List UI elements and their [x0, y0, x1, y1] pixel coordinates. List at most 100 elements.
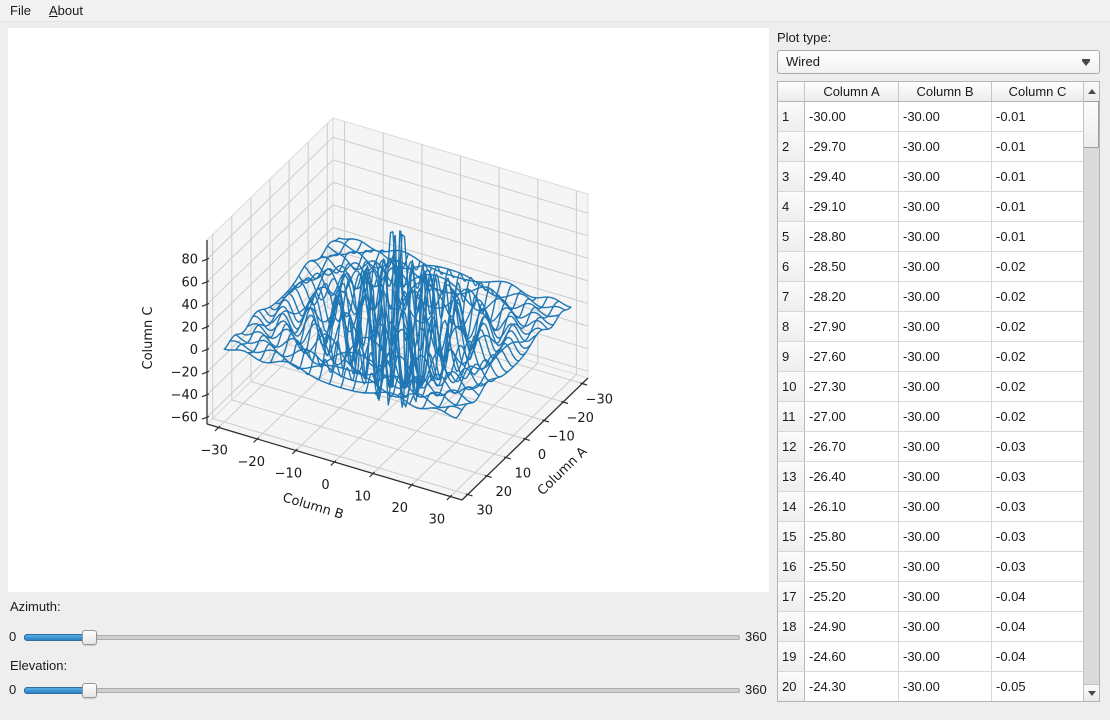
table-row[interactable]: 11 -27.00 -30.00 -0.02: [778, 402, 1084, 432]
table-cell[interactable]: -29.70: [805, 132, 899, 161]
slider-track[interactable]: [24, 635, 740, 640]
table-cell[interactable]: -0.02: [996, 379, 1026, 394]
table-cell[interactable]: -30.00: [899, 672, 992, 701]
table-row[interactable]: 16 -25.50 -30.00 -0.03: [778, 552, 1084, 582]
table-cell[interactable]: -27.30: [805, 372, 899, 401]
row-number-cell[interactable]: 3: [778, 162, 805, 191]
scroll-down-button[interactable]: [1084, 684, 1099, 701]
table-cell[interactable]: -25.80: [805, 522, 899, 551]
table-cell[interactable]: -30.00: [899, 552, 992, 581]
table-cell[interactable]: -25.50: [805, 552, 899, 581]
table-row[interactable]: 15 -25.80 -30.00 -0.03: [778, 522, 1084, 552]
table-cell[interactable]: -24.30: [805, 672, 899, 701]
elevation-slider[interactable]: [24, 683, 740, 698]
row-number-cell[interactable]: 9: [778, 342, 805, 371]
menu-item-file[interactable]: File: [10, 3, 31, 18]
scroll-up-button[interactable]: [1084, 82, 1099, 102]
table-cell[interactable]: -0.04: [996, 649, 1026, 664]
table-cell[interactable]: -30.00: [899, 492, 992, 521]
table-cell[interactable]: -0.05: [996, 679, 1026, 694]
table-cell[interactable]: -30.00: [899, 432, 992, 461]
table-row[interactable]: 3 -29.40 -30.00 -0.01: [778, 162, 1084, 192]
row-number-cell[interactable]: 7: [778, 282, 805, 311]
table-cell[interactable]: -0.03: [996, 439, 1026, 454]
row-number-cell[interactable]: 19: [778, 642, 805, 671]
table-cell[interactable]: -0.01: [996, 229, 1026, 244]
table-row[interactable]: 14 -26.10 -30.00 -0.03: [778, 492, 1084, 522]
row-number-cell[interactable]: 18: [778, 612, 805, 641]
scrollbar-thumb[interactable]: [1084, 101, 1099, 148]
row-number-cell[interactable]: 2: [778, 132, 805, 161]
table-cell[interactable]: -26.40: [805, 462, 899, 491]
column-header-c[interactable]: Column C: [992, 82, 1084, 101]
table-cell[interactable]: -30.00: [899, 282, 992, 311]
vertical-scrollbar[interactable]: [1083, 82, 1099, 701]
table-row[interactable]: 10 -27.30 -30.00 -0.02: [778, 372, 1084, 402]
table-cell[interactable]: -27.00: [805, 402, 899, 431]
table-cell[interactable]: -0.03: [996, 499, 1026, 514]
table-row[interactable]: 18 -24.90 -30.00 -0.04: [778, 612, 1084, 642]
table-row[interactable]: 6 -28.50 -30.00 -0.02: [778, 252, 1084, 282]
table-cell[interactable]: -0.02: [996, 349, 1026, 364]
table-row[interactable]: 19 -24.60 -30.00 -0.04: [778, 642, 1084, 672]
table-cell[interactable]: -0.04: [996, 619, 1026, 634]
table-row[interactable]: 13 -26.40 -30.00 -0.03: [778, 462, 1084, 492]
table-cell[interactable]: -0.03: [996, 529, 1026, 544]
table-cell[interactable]: -30.00: [899, 612, 992, 641]
table-cell[interactable]: -28.80: [805, 222, 899, 251]
column-header-a[interactable]: Column A: [805, 82, 899, 101]
menu-item-about[interactable]: About: [48, 3, 83, 18]
slider-track[interactable]: [24, 688, 740, 693]
table-row[interactable]: 12 -26.70 -30.00 -0.03: [778, 432, 1084, 462]
row-number-cell[interactable]: 1: [778, 102, 805, 131]
row-number-cell[interactable]: 20: [778, 672, 805, 701]
row-number-cell[interactable]: 6: [778, 252, 805, 281]
table-row[interactable]: 5 -28.80 -30.00 -0.01: [778, 222, 1084, 252]
table-cell[interactable]: -0.01: [996, 139, 1026, 154]
table-row[interactable]: 9 -27.60 -30.00 -0.02: [778, 342, 1084, 372]
table-cell[interactable]: -0.02: [996, 259, 1026, 274]
table-cell[interactable]: -0.03: [996, 469, 1026, 484]
table-cell[interactable]: -30.00: [899, 342, 992, 371]
table-cell[interactable]: -30.00: [805, 102, 899, 131]
table-cell[interactable]: -30.00: [899, 462, 992, 491]
table-cell[interactable]: -30.00: [899, 132, 992, 161]
table-cell[interactable]: -0.04: [996, 589, 1026, 604]
table-cell[interactable]: -30.00: [899, 222, 992, 251]
row-number-cell[interactable]: 15: [778, 522, 805, 551]
table-cell[interactable]: -30.00: [899, 252, 992, 281]
table-cell[interactable]: -30.00: [899, 582, 992, 611]
table-cell[interactable]: -0.02: [996, 289, 1026, 304]
table-cell[interactable]: -30.00: [899, 372, 992, 401]
table-cell[interactable]: -0.03: [996, 559, 1026, 574]
table-cell[interactable]: -28.20: [805, 282, 899, 311]
plot-type-select[interactable]: Wired: [777, 50, 1100, 74]
table-cell[interactable]: -26.10: [805, 492, 899, 521]
table-cell[interactable]: -24.60: [805, 642, 899, 671]
table-cell[interactable]: -30.00: [899, 102, 992, 131]
column-header-b[interactable]: Column B: [899, 82, 992, 101]
table-cell[interactable]: -27.60: [805, 342, 899, 371]
table-row[interactable]: 1 -30.00 -30.00 -0.01: [778, 102, 1084, 132]
row-number-cell[interactable]: 10: [778, 372, 805, 401]
corner-header-cell[interactable]: [778, 82, 805, 101]
row-number-cell[interactable]: 4: [778, 192, 805, 221]
row-number-cell[interactable]: 12: [778, 432, 805, 461]
table-cell[interactable]: -30.00: [899, 522, 992, 551]
table-row[interactable]: 17 -25.20 -30.00 -0.04: [778, 582, 1084, 612]
row-number-cell[interactable]: 16: [778, 552, 805, 581]
table-cell[interactable]: -30.00: [899, 312, 992, 341]
table-cell[interactable]: -27.90: [805, 312, 899, 341]
row-number-cell[interactable]: 11: [778, 402, 805, 431]
table-cell[interactable]: -29.40: [805, 162, 899, 191]
row-number-cell[interactable]: 5: [778, 222, 805, 251]
table-cell[interactable]: -0.01: [996, 169, 1026, 184]
table-cell[interactable]: -26.70: [805, 432, 899, 461]
table-cell[interactable]: -28.50: [805, 252, 899, 281]
table-row[interactable]: 4 -29.10 -30.00 -0.01: [778, 192, 1084, 222]
table-cell[interactable]: -0.01: [996, 199, 1026, 214]
table-cell[interactable]: -0.01: [996, 109, 1026, 124]
table-cell[interactable]: -30.00: [899, 192, 992, 221]
slider-handle[interactable]: [82, 683, 98, 698]
table-cell[interactable]: -24.90: [805, 612, 899, 641]
